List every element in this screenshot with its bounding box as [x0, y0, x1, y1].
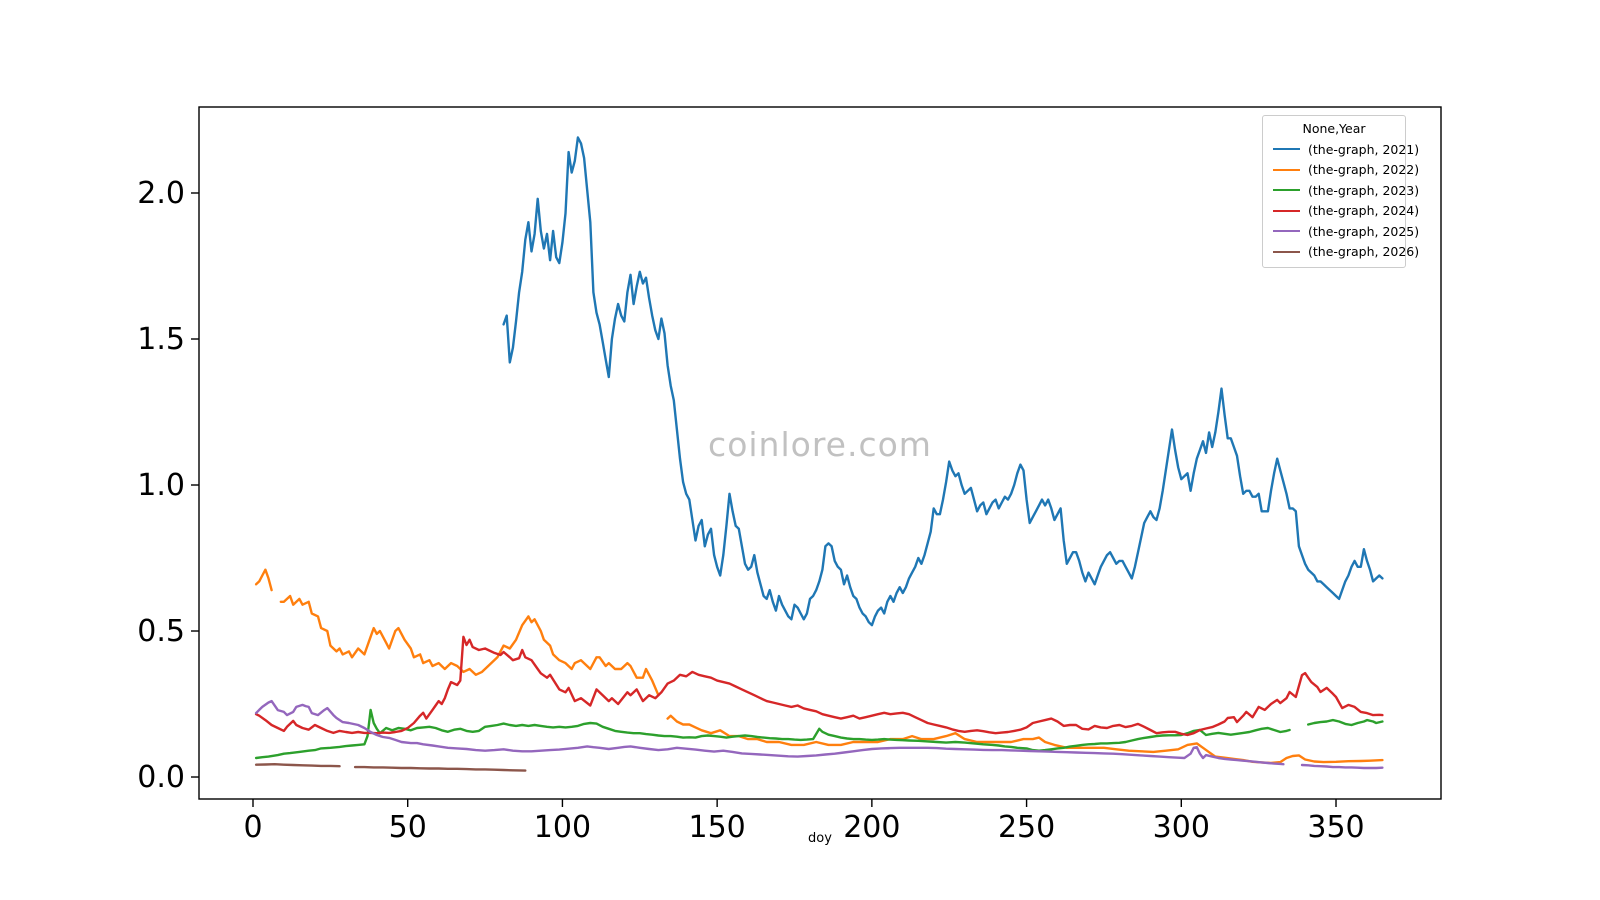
legend-entry-label: (the-graph, 2025)	[1308, 223, 1420, 239]
legend-line-swatch	[1273, 209, 1300, 212]
series-line-2023	[254, 708, 1291, 760]
legend-line-swatch	[1273, 148, 1300, 151]
y-tick-label: 1.5	[137, 322, 185, 357]
series-line-2024	[254, 635, 1384, 737]
legend-entry: (the-graph, 2024)	[1263, 201, 1419, 222]
legend-line-swatch	[1273, 250, 1300, 253]
legend-line-swatch	[1273, 230, 1300, 233]
x-tick-label: 300	[1153, 810, 1210, 845]
legend-entry-label: (the-graph, 2022)	[1308, 162, 1420, 178]
legend-entry-label: (the-graph, 2021)	[1308, 141, 1420, 157]
legend-line-swatch	[1273, 168, 1300, 171]
legend-entry: (the-graph, 2025)	[1263, 221, 1419, 242]
axes-frame	[198, 106, 1442, 800]
legend-entry-label: (the-graph, 2024)	[1308, 203, 1420, 219]
y-tick-label: 0.0	[137, 760, 185, 795]
x-tick-label: 0	[243, 810, 262, 845]
legend-entry: (the-graph, 2021)	[1263, 139, 1419, 160]
legend-line-swatch	[1273, 189, 1300, 192]
series-line-2026	[254, 763, 341, 768]
y-tick-label: 2.0	[137, 176, 185, 211]
x-tick-label: 350	[1307, 810, 1364, 845]
series-line-2025	[254, 699, 1285, 766]
legend-entry: (the-graph, 2022)	[1263, 160, 1419, 181]
legend-entry-label: (the-graph, 2023)	[1308, 182, 1420, 198]
y-tick-label: 1.0	[137, 468, 185, 503]
x-tick-label: 250	[998, 810, 1055, 845]
legend-entry: (the-graph, 2023)	[1263, 180, 1419, 201]
series-line-2026	[353, 765, 527, 772]
series-line-2022	[254, 568, 273, 592]
watermark-text: coinlore.com	[708, 425, 932, 464]
series-line-2022	[279, 594, 660, 697]
legend-title: None,Year	[1302, 121, 1366, 136]
x-tick-label: 100	[534, 810, 591, 845]
x-tick-label: 150	[689, 810, 746, 845]
legend-entry: (the-graph, 2026)	[1263, 242, 1419, 263]
x-axis-label: doy	[808, 831, 832, 846]
series-line-2023	[1306, 718, 1384, 727]
x-tick-label: 50	[389, 810, 427, 845]
series-line-2021	[502, 136, 1384, 627]
legend-entries: (the-graph, 2021) (the-graph, 2022) (the-g…	[1263, 139, 1419, 263]
legend-entry-label: (the-graph, 2026)	[1308, 244, 1420, 260]
series-line-2025	[1300, 763, 1384, 770]
y-tick-label: 0.5	[137, 614, 185, 649]
x-tick-label: 200	[843, 810, 900, 845]
legend: None,Year (the-graph, 2021) (the-graph, 2…	[1262, 115, 1419, 268]
